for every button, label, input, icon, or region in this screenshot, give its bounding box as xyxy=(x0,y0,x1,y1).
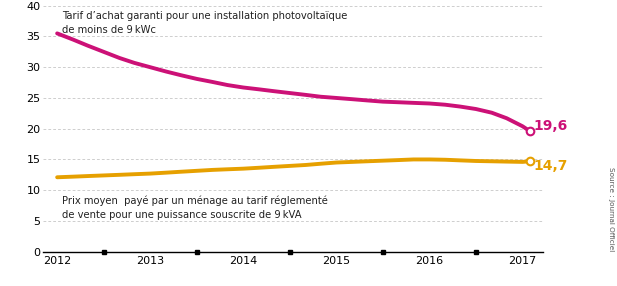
Text: Source : Journal Officiel: Source : Journal Officiel xyxy=(608,167,614,252)
Text: 14,7: 14,7 xyxy=(534,159,568,173)
Text: Prix moyen  payé par un ménage au tarif réglementé
de vente pour une puissance s: Prix moyen payé par un ménage au tarif r… xyxy=(62,196,328,220)
Text: Tarif d’achat garanti pour une installation photovoltaïque
de moins de 9 kWc: Tarif d’achat garanti pour une installat… xyxy=(62,11,347,35)
Text: 19,6: 19,6 xyxy=(534,119,568,133)
